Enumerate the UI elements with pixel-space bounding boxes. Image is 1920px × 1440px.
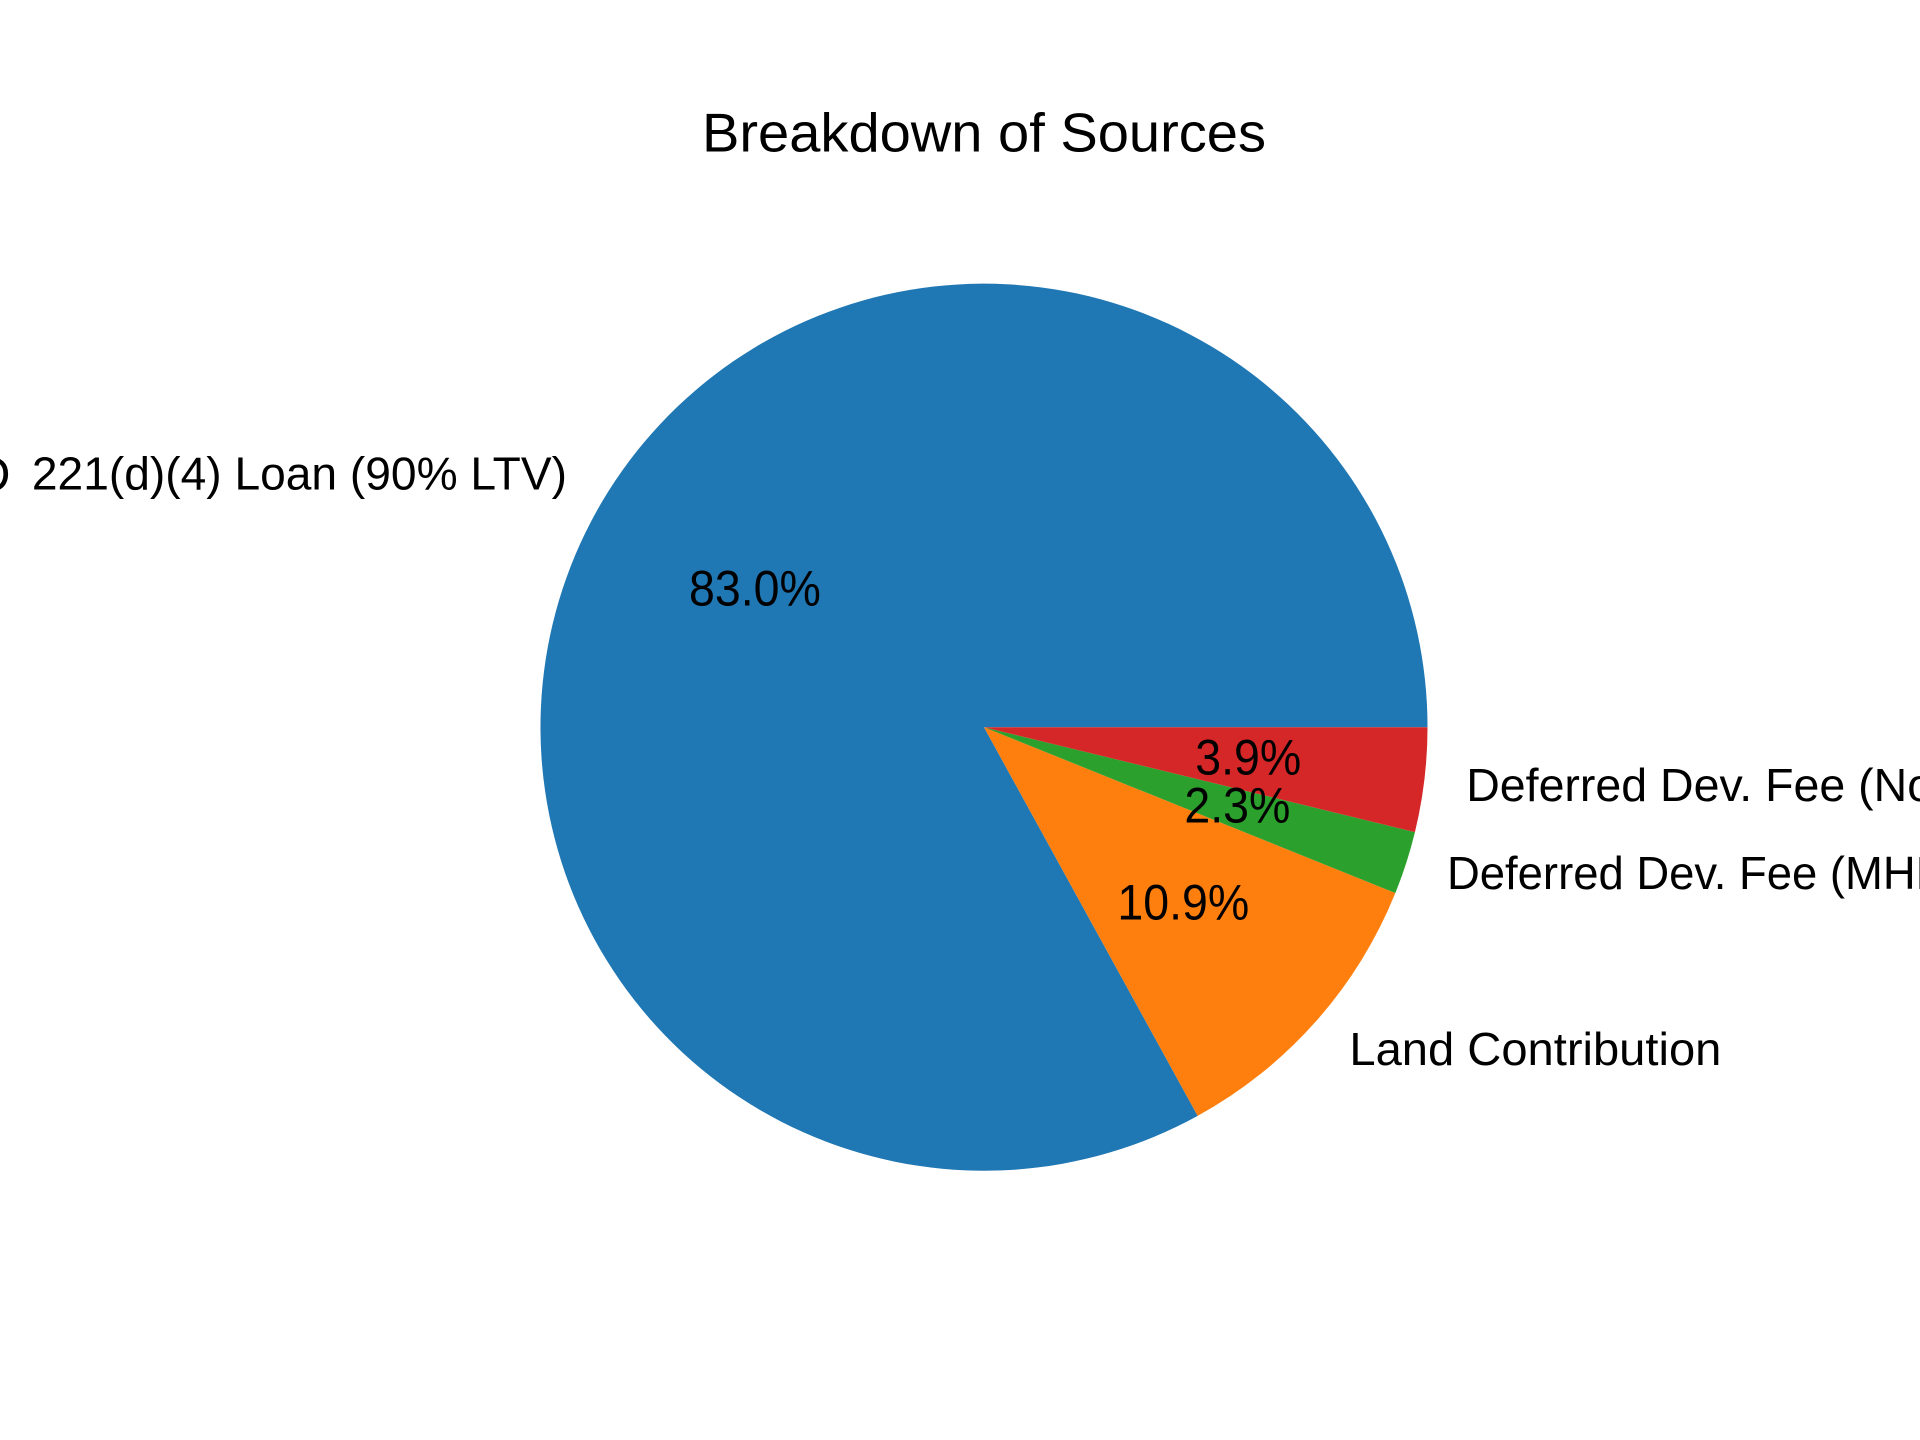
svg-text:2.3%: 2.3% bbox=[1184, 778, 1290, 834]
svg-text:Deferred Dev. Fee (MHDC): Deferred Dev. Fee (MHDC) bbox=[1447, 847, 1920, 899]
svg-text:221(d)(4) Loan (90% LTV): 221(d)(4) Loan (90% LTV) bbox=[32, 448, 567, 500]
svg-text:Deferred Dev. Fee (Non-MHDC): Deferred Dev. Fee (Non-MHDC) bbox=[1466, 759, 1920, 811]
svg-text:Land Contribution: Land Contribution bbox=[1349, 1023, 1721, 1075]
svg-text:10.9%: 10.9% bbox=[1117, 874, 1249, 930]
svg-text:3.9%: 3.9% bbox=[1195, 729, 1301, 785]
svg-text:D: D bbox=[0, 447, 11, 503]
svg-text:Breakdown of Sources: Breakdown of Sources bbox=[702, 101, 1266, 163]
svg-text:83.0%: 83.0% bbox=[689, 561, 821, 617]
